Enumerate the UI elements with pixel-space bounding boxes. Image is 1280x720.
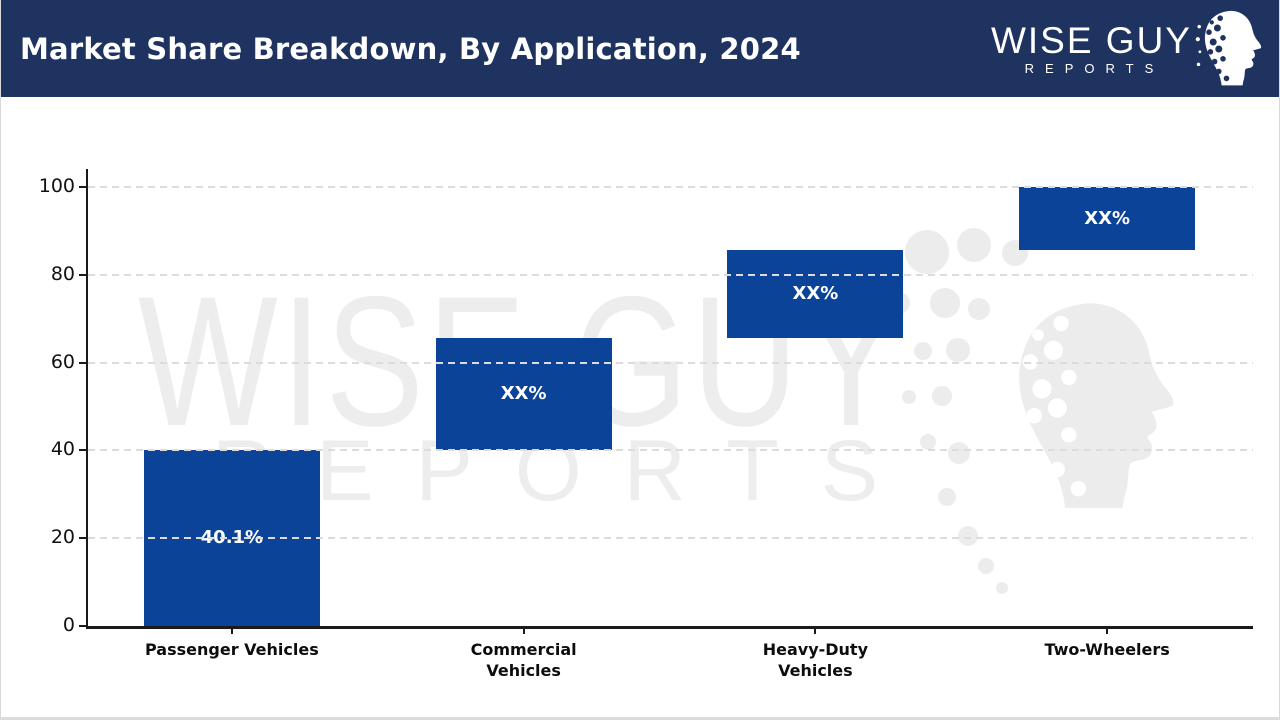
x-tick-two-wheelers (1106, 627, 1109, 634)
watermark-dot (946, 338, 970, 362)
y-tick-label-40: 40 (50, 438, 75, 461)
gridline-y80 (88, 273, 1253, 276)
y-tick-100 (79, 186, 86, 188)
watermark-dot (930, 288, 960, 318)
gridline-y60 (88, 361, 1253, 364)
bar-value-label: XX% (500, 383, 547, 405)
x-tick-passenger-vehicles (230, 627, 233, 634)
brand-logo: WISE GUY REPORTS (991, 6, 1266, 92)
brand-subname: REPORTS (1024, 61, 1165, 77)
brand-name: WISE GUY (990, 19, 1192, 61)
x-tick-heavy-duty-vehicles (814, 627, 817, 634)
header-bar: Market Share Breakdown, By Application, … (0, 0, 1280, 97)
y-tick-60 (79, 361, 86, 364)
watermark-dot (905, 230, 949, 274)
x-tick-label-two-wheelers: Two-Wheelers (1044, 640, 1170, 659)
y-tick-40 (79, 449, 86, 452)
y-tick-label-80: 80 (50, 262, 75, 285)
watermark-dot (914, 342, 932, 360)
x-tick-label-commercial-vehicles: Commercial Vehicles (470, 640, 577, 680)
bar-value-label: XX% (792, 283, 839, 305)
y-tick-0 (79, 625, 86, 627)
gridline-y20 (88, 537, 1253, 540)
bar-two-wheelers: XX% (1019, 187, 1196, 250)
gridline-y100 (88, 186, 1253, 188)
watermark-dot (978, 558, 994, 574)
y-tick-20 (79, 537, 86, 540)
watermark-dot (938, 488, 956, 506)
y-tick-label-100: 100 (38, 175, 75, 197)
x-axis (86, 626, 1253, 629)
y-tick-label-0: 0 (62, 614, 75, 636)
watermark-dot (996, 582, 1008, 594)
x-tick-commercial-vehicles (522, 627, 525, 634)
y-axis (86, 169, 88, 629)
bar-value-label: XX% (1084, 207, 1131, 229)
y-tick-80 (79, 273, 86, 276)
gridline-y40 (88, 449, 1253, 452)
x-tick-label-passenger-vehicles: Passenger Vehicles (145, 640, 319, 659)
brand-text: WISE GUY REPORTS (990, 19, 1192, 77)
y-tick-label-60: 60 (50, 350, 75, 373)
watermark-dot (957, 228, 991, 262)
x-tick-label-heavy-duty-vehicles: Heavy-Duty Vehicles (762, 640, 869, 680)
watermark-dot (958, 526, 978, 546)
bar-commercial-vehicles: XX% (435, 338, 612, 450)
page-title: Market Share Breakdown, By Application, … (20, 31, 801, 66)
watermark-dot (948, 442, 970, 464)
watermark-dot (920, 434, 936, 450)
watermark-dot (932, 386, 952, 406)
bar-heavy-duty-vehicles: XX% (727, 249, 904, 338)
y-tick-label-20: 20 (50, 526, 75, 549)
wiseguy-head-icon (1195, 10, 1262, 86)
watermark-dot (968, 298, 990, 320)
watermark-dot (902, 390, 916, 404)
